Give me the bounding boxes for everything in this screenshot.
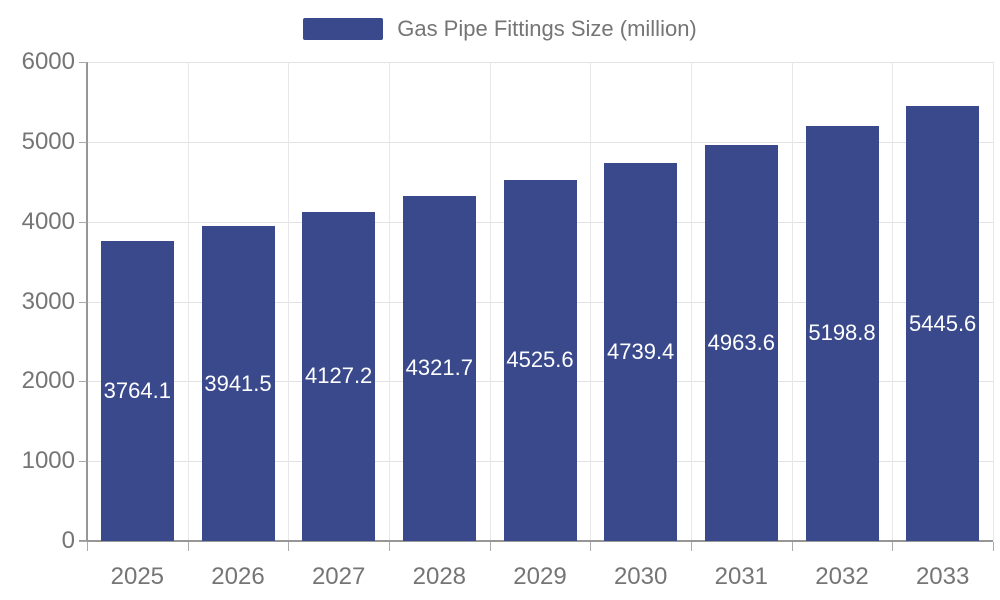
x-tick-mark-5	[590, 542, 592, 551]
v-gridline-3	[389, 62, 390, 541]
legend-label: Gas Pipe Fittings Size (million)	[397, 16, 697, 41]
bar-value-label-2028: 4321.7	[405, 355, 473, 381]
bar-2027	[302, 211, 376, 541]
y-tick-mark-6000	[79, 62, 87, 63]
v-gridline-8	[892, 62, 894, 541]
bar-value-label-2027: 4127.2	[305, 363, 373, 389]
bar-2030	[604, 162, 678, 541]
h-gridline-5000	[87, 141, 993, 143]
bar-2033	[906, 106, 980, 541]
chart-legend: Gas Pipe Fittings Size (million)	[0, 16, 1000, 42]
y-tick-label-3000: 3000	[21, 287, 75, 315]
x-tick-mark-2	[288, 542, 290, 551]
x-tick-label-2031: 2031	[714, 563, 769, 590]
x-tick-mark-1	[187, 542, 189, 551]
bar-value-label-2032: 5198.8	[808, 320, 876, 346]
x-tick-label-2029: 2029	[513, 563, 567, 590]
v-gridline-6	[691, 62, 692, 541]
v-gridline-7	[791, 62, 793, 541]
y-tick-label-0: 0	[61, 527, 75, 554]
y-tick-mark-1000	[79, 461, 87, 463]
x-tick-mark-4	[489, 542, 491, 551]
x-tick-mark-8	[892, 542, 894, 551]
bar-value-label-2026: 3941.5	[204, 370, 272, 396]
y-tick-label-5000: 5000	[21, 127, 75, 155]
bar-value-label-2025: 3764.1	[103, 377, 171, 403]
y-tick-label-1000: 1000	[21, 447, 75, 475]
bar-2029	[503, 179, 577, 541]
v-gridline-5	[590, 62, 592, 541]
y-tick-mark-0	[79, 541, 87, 542]
x-tick-label-2033: 2033	[915, 563, 970, 590]
bar-value-label-2029: 4525.6	[506, 347, 574, 373]
bar-2032	[805, 125, 879, 541]
x-tick-label-2032: 2032	[815, 563, 869, 590]
bar-value-label-2030: 4739.4	[607, 338, 675, 364]
v-gridline-4	[489, 62, 491, 541]
x-tick-label-2025: 2025	[110, 563, 165, 590]
bar-2026	[201, 226, 275, 541]
v-gridline-2	[288, 62, 290, 541]
x-tick-mark-0	[87, 542, 88, 551]
x-tick-label-2030: 2030	[613, 563, 668, 590]
x-tick-mark-7	[791, 542, 793, 551]
y-tick-mark-2000	[79, 381, 87, 383]
bar-2028	[402, 195, 476, 541]
v-gridline-1	[187, 62, 189, 541]
x-tick-label-2026: 2026	[211, 563, 265, 590]
x-tick-mark-3	[389, 542, 390, 551]
bar-2025	[100, 240, 174, 541]
bar-2031	[704, 144, 778, 541]
x-axis-line	[79, 540, 993, 542]
h-gridline-6000	[87, 62, 993, 63]
y-tick-label-2000: 2000	[21, 367, 75, 395]
y-axis-line	[86, 62, 88, 541]
plot-area: 3764.1 3941.5 4127.2 4321.7 4525.6 4739.4 4963…	[79, 62, 994, 542]
x-tick-mark-9	[993, 542, 994, 551]
y-tick-mark-5000	[79, 141, 87, 143]
y-tick-label-4000: 4000	[21, 207, 75, 235]
legend-swatch	[303, 18, 384, 40]
x-tick-label-2028: 2028	[412, 563, 467, 590]
x-tick-mark-6	[691, 542, 692, 551]
y-tick-mark-4000	[79, 221, 87, 223]
legend-item-gas-pipe-fittings[interactable]: Gas Pipe Fittings Size (million)	[303, 16, 697, 42]
bar-value-label-2033: 5445.6	[909, 310, 977, 336]
y-tick-mark-3000	[79, 301, 87, 303]
y-tick-label-6000: 6000	[21, 48, 75, 75]
x-tick-label-2027: 2027	[311, 563, 366, 590]
v-gridline-9	[993, 62, 994, 541]
bar-value-label-2031: 4963.6	[707, 329, 775, 355]
